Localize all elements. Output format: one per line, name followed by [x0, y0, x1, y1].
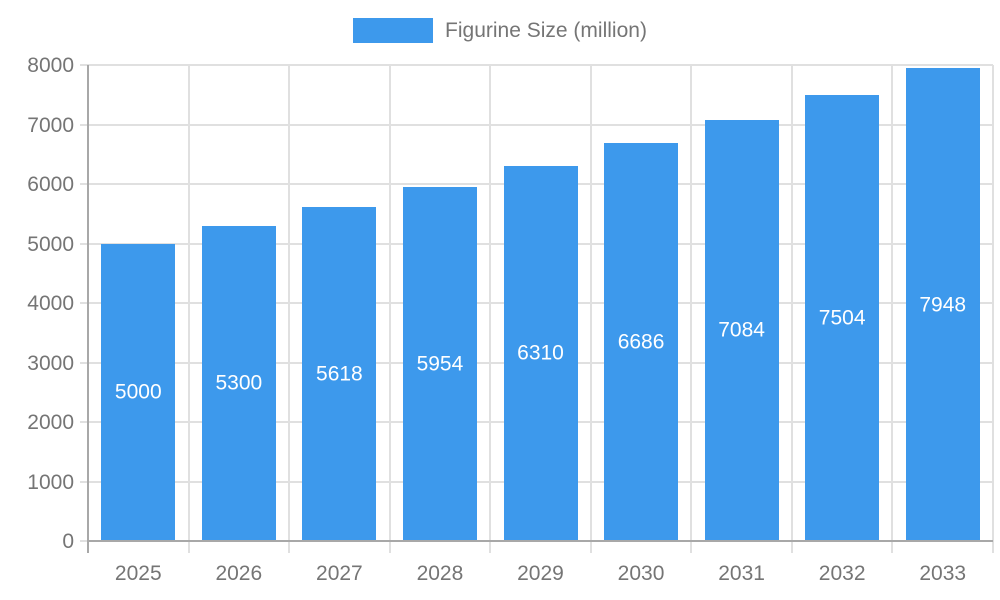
x-axis-tick [288, 541, 291, 553]
bar-value-label: 7504 [818, 306, 866, 330]
legend-label: Figurine Size (million) [445, 18, 647, 42]
y-axis-tick [80, 361, 88, 364]
x-axis-line [87, 540, 993, 542]
gridline-vertical [891, 65, 894, 541]
bar-2031[interactable]: 7084 [704, 119, 779, 541]
gridline-vertical [589, 65, 592, 541]
y-axis-label: 8000 [27, 54, 74, 77]
bar-2027[interactable]: 5618 [302, 206, 377, 541]
y-axis-tick [80, 302, 88, 304]
x-axis-label: 2030 [617, 562, 665, 585]
bar-2029[interactable]: 6310 [503, 165, 578, 541]
x-axis-tick [489, 541, 492, 553]
x-axis-label: 2025 [114, 562, 162, 585]
y-axis-label: 1000 [27, 470, 74, 494]
gridline-vertical [489, 65, 492, 541]
y-axis-line [87, 65, 89, 553]
bar-value-label: 7948 [919, 293, 967, 317]
gridline-vertical [388, 65, 391, 541]
y-axis-tick [80, 123, 88, 126]
bar-2033[interactable]: 7948 [905, 68, 980, 541]
x-axis-label: 2026 [215, 562, 263, 585]
y-axis-tick [80, 64, 88, 66]
gridline-vertical [790, 65, 793, 541]
y-axis-tick [80, 421, 88, 423]
x-axis-label: 2033 [919, 562, 967, 585]
y-axis-label: 4000 [27, 292, 74, 315]
gridline-horizontal [88, 64, 993, 66]
bar-value-label: 5000 [114, 380, 162, 404]
x-axis-tick [992, 541, 994, 553]
bar-value-label: 7084 [718, 318, 765, 342]
x-axis-label: 2032 [818, 562, 866, 585]
gridline-vertical [992, 65, 994, 541]
y-axis-label: 6000 [27, 173, 74, 196]
bar-value-label: 6310 [517, 341, 564, 365]
x-axis-label: 2029 [517, 562, 564, 585]
bar-2026[interactable]: 5300 [201, 225, 276, 541]
legend: Figurine Size (million) [0, 18, 1000, 43]
y-axis-tick [80, 242, 88, 245]
bar-2030[interactable]: 6686 [604, 143, 679, 541]
bar-value-label: 5954 [416, 352, 464, 376]
y-axis-tick [80, 480, 88, 483]
y-axis-label: 5000 [27, 232, 74, 256]
legend-item[interactable]: Figurine Size (million) [353, 18, 647, 43]
bar-value-label: 5300 [215, 371, 263, 395]
bar-2028[interactable]: 5954 [402, 186, 477, 541]
y-axis-label: 0 [62, 530, 74, 553]
x-axis-tick [388, 541, 391, 553]
bar-2032[interactable]: 7504 [805, 94, 880, 541]
bar-2025[interactable]: 5000 [101, 243, 176, 541]
x-axis-label: 2027 [316, 562, 363, 585]
y-axis-label: 3000 [27, 351, 74, 375]
x-axis-tick [690, 541, 693, 553]
gridline-vertical [690, 65, 693, 541]
x-axis-tick [187, 541, 190, 553]
bar-value-label: 5618 [316, 362, 363, 386]
x-axis-label: 2031 [718, 562, 765, 585]
x-axis-label: 2028 [416, 562, 464, 585]
legend-swatch-icon [353, 18, 434, 43]
y-axis-tick [80, 183, 88, 185]
gridline-vertical [288, 65, 291, 541]
y-axis-label: 7000 [27, 113, 74, 137]
bar-value-label: 6686 [617, 330, 665, 354]
x-axis-tick [891, 541, 894, 553]
gridline-vertical [187, 65, 190, 541]
y-axis-label: 2000 [27, 411, 74, 434]
x-axis-tick [589, 541, 592, 553]
x-axis-tick [790, 541, 793, 553]
y-axis-tick [80, 540, 88, 542]
